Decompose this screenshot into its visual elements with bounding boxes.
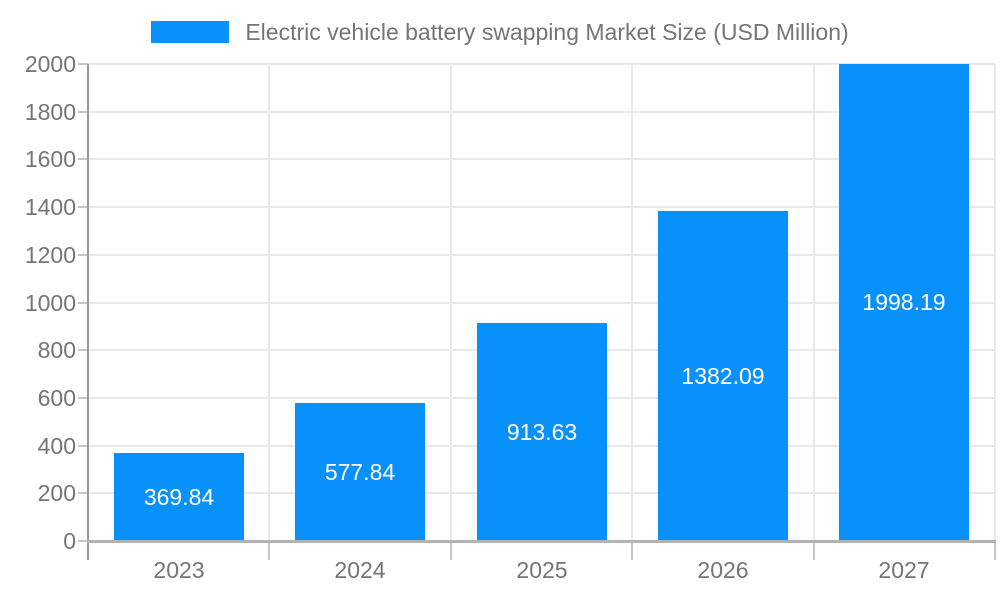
gridline-vertical: [449, 64, 452, 541]
y-tick-label: 1000: [24, 289, 76, 316]
y-axis-tick: [78, 540, 88, 542]
y-axis-tick: [78, 110, 88, 113]
y-tick-label: 1200: [24, 241, 76, 268]
y-axis-tick: [78, 301, 88, 304]
gridline-vertical: [994, 64, 996, 541]
y-axis-tick: [78, 253, 88, 256]
chart-title: Electric vehicle battery swapping Market…: [245, 18, 849, 45]
y-axis-tick: [78, 158, 88, 161]
gridline-horizontal: [88, 110, 995, 113]
x-tick-label: 2027: [878, 557, 930, 583]
y-tick-label: 1600: [24, 146, 76, 173]
y-tick-label: 0: [63, 528, 76, 554]
x-tick-label: 2024: [334, 557, 386, 583]
bar-value-label: 1998.19: [862, 289, 946, 315]
gridline-horizontal: [88, 253, 995, 256]
y-tick-label: 2000: [24, 51, 76, 77]
gridline-horizontal: [88, 301, 995, 304]
x-axis-tick: [268, 541, 271, 560]
gridline-horizontal: [88, 158, 995, 161]
bar-2023[interactable]: 369.84: [114, 453, 244, 541]
x-axis-tick: [631, 541, 634, 560]
y-tick-label: 800: [37, 337, 76, 364]
y-axis-tick: [78, 492, 88, 495]
y-axis-line: [87, 64, 89, 560]
bar-value-label: 369.84: [143, 483, 215, 510]
y-tick-label: 1400: [24, 194, 76, 221]
y-tick-label: 200: [37, 480, 76, 507]
bar-value-label: 1382.09: [681, 362, 765, 389]
legend-swatch-icon: [151, 21, 230, 43]
bar-2024[interactable]: 577.84: [295, 403, 425, 541]
y-tick-label: 400: [37, 432, 76, 459]
gridline-vertical: [812, 64, 815, 541]
gridline-horizontal: [88, 63, 995, 65]
y-tick-label: 1800: [24, 98, 76, 125]
x-tick-label: 2023: [153, 557, 205, 583]
bar-value-label: 577.84: [324, 458, 396, 485]
gridline-horizontal: [88, 206, 995, 209]
x-axis-tick: [449, 541, 452, 560]
x-axis-line: [87, 540, 996, 543]
y-axis-tick: [78, 396, 88, 399]
x-tick-label: 2026: [697, 557, 749, 583]
chart-legend[interactable]: Electric vehicle battery swapping Market…: [0, 15, 1000, 49]
bar-2027[interactable]: 1998.19: [839, 64, 969, 541]
y-axis-tick: [78, 444, 88, 447]
x-tick-label: 2025: [516, 557, 568, 583]
bar-value-label: 913.63: [506, 418, 578, 445]
gridline-vertical: [268, 64, 271, 541]
bar-2026[interactable]: 1382.09: [658, 211, 788, 541]
y-axis-tick: [78, 63, 88, 65]
x-axis-tick: [812, 541, 815, 560]
y-axis-tick: [78, 206, 88, 209]
x-axis-tick: [994, 541, 996, 560]
y-tick-label: 600: [37, 384, 76, 411]
bar-2025[interactable]: 913.63: [477, 323, 607, 541]
y-axis-tick: [78, 349, 88, 352]
gridline-vertical: [631, 64, 634, 541]
